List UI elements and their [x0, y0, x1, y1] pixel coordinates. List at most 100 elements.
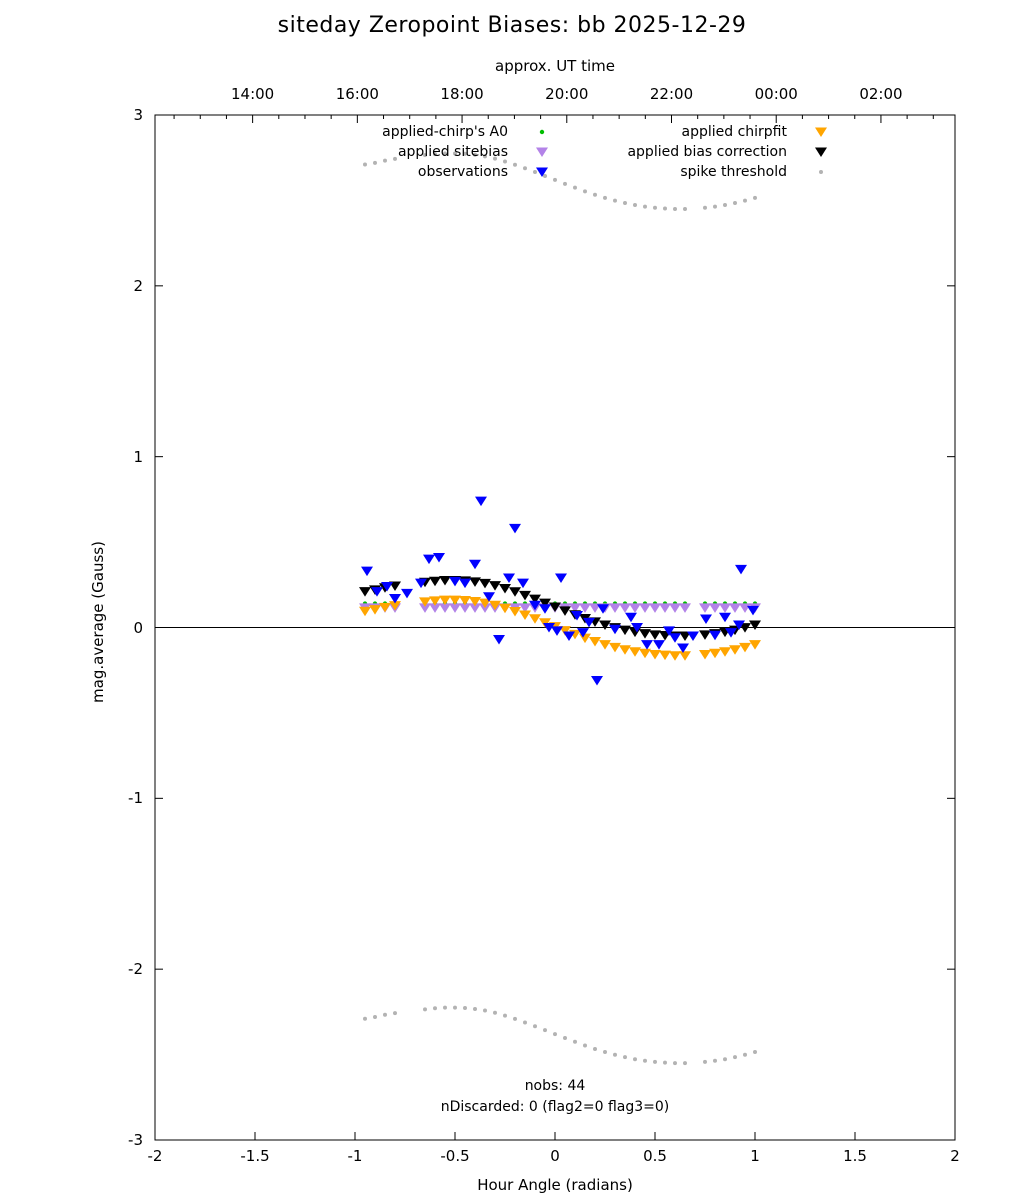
observation-point [381, 582, 393, 592]
chart-title: siteday Zeropoint Biases: bb 2025-12-29 [277, 13, 747, 38]
chirpfit-point [659, 650, 671, 661]
spike-threshold-upper-point [463, 151, 467, 156]
y-tick-label: 3 [133, 106, 143, 124]
chirpfit-point [459, 596, 471, 606]
sitebias-point [709, 603, 721, 613]
observation-point [577, 628, 589, 638]
spike-threshold-upper-point [663, 206, 667, 211]
sitebias-point [659, 603, 671, 613]
x-tick-label: 0 [550, 1147, 560, 1165]
chirpfit-point [729, 645, 741, 655]
observation-point [469, 559, 481, 570]
spike-threshold-lower-point [573, 1039, 577, 1044]
observation-point [709, 630, 721, 641]
spike-threshold-upper-point [563, 181, 567, 186]
spike-threshold-lower-point [643, 1058, 647, 1063]
bias-correction-point [489, 581, 501, 591]
chirpfit-point [619, 645, 631, 655]
x2-tick-label: 14:00 [230, 85, 275, 103]
legend-marker-applied-chirpfit [815, 127, 827, 137]
spike-threshold-lower-point [513, 1016, 517, 1021]
observation-point [555, 573, 567, 583]
spike-threshold-upper-point [613, 198, 617, 203]
observation-point [433, 552, 445, 563]
legend-marker-observations [536, 167, 548, 177]
spike-threshold-lower-point [423, 1007, 427, 1012]
spike-threshold-lower-point [613, 1052, 617, 1057]
observation-point [677, 643, 689, 653]
chirpfit-point [439, 595, 451, 606]
spike-threshold-lower-point [733, 1055, 737, 1060]
observation-point [641, 640, 653, 650]
spike-threshold-upper-point [483, 154, 487, 159]
spike-threshold-upper-point [503, 159, 507, 164]
chirpfit-point [539, 618, 551, 628]
bias-correction-point [739, 623, 751, 633]
observation-point [669, 633, 681, 643]
spike-threshold-lower-point [433, 1006, 437, 1011]
spike-threshold-upper-point [453, 151, 457, 156]
observation-point [725, 628, 737, 638]
observation-point [415, 578, 427, 589]
spike-threshold-lower-point [523, 1020, 527, 1025]
spike-threshold-lower-point [363, 1016, 367, 1021]
observation-point [517, 578, 529, 589]
chirpfit-point [469, 597, 481, 607]
sitebias-point [579, 603, 591, 613]
spike-threshold-lower-point [663, 1060, 667, 1065]
observation-point [503, 573, 515, 583]
spike-threshold-lower-point [633, 1057, 637, 1062]
legend-label: spike threshold [680, 164, 787, 180]
sitebias-point [519, 603, 531, 613]
x-tick-label: -1.5 [240, 1147, 270, 1165]
sitebias-point [679, 603, 691, 613]
observation-point [625, 612, 637, 623]
observation-point [700, 614, 712, 624]
spike-threshold-lower-point [553, 1032, 557, 1037]
nobs-annotation: nobs: 44 [524, 1078, 586, 1094]
bias-correction-point [439, 576, 451, 586]
spike-threshold-upper-point [573, 185, 577, 190]
observation-point [733, 620, 745, 630]
chirpfit-point [419, 597, 431, 607]
chirpfit-point [359, 606, 371, 617]
bias-correction-point [649, 630, 661, 640]
bias-correction-point [749, 620, 761, 630]
observation-point [475, 496, 487, 507]
spike-threshold-upper-point [733, 200, 737, 205]
x2-tick-label: 02:00 [859, 85, 903, 103]
spike-threshold-lower-point [743, 1052, 747, 1057]
chirpfit-point [519, 610, 531, 621]
chirpfit-point [509, 606, 521, 617]
observation-point [423, 554, 435, 565]
spike-threshold-lower-point [493, 1010, 497, 1015]
observation-point [571, 611, 583, 621]
spike-threshold-lower-point [723, 1057, 727, 1062]
legend-label: applied sitebias [397, 144, 508, 160]
legend-label: applied-chirp's A0 [382, 124, 508, 140]
x2-tick-label: 20:00 [545, 85, 589, 103]
observation-point [449, 576, 461, 587]
spike-threshold-upper-point [493, 156, 497, 161]
chirpfit-point [739, 642, 751, 653]
observation-point [539, 604, 551, 614]
x2-tick-label: 18:00 [440, 85, 484, 103]
sitebias-point [619, 603, 631, 613]
spike-threshold-upper-point [363, 162, 367, 167]
legend-marker-spike-threshold [819, 170, 823, 174]
sitebias-point [429, 603, 441, 613]
y-axis-title: mag.average (Gauss) [89, 541, 107, 703]
spike-threshold-upper-point [723, 203, 727, 208]
y-tick-label: 2 [133, 276, 143, 295]
legend-marker-applied-sitebias [536, 147, 548, 157]
sitebias-point [469, 603, 481, 613]
spike-threshold-lower-point [713, 1058, 717, 1063]
spike-threshold-upper-point [683, 206, 687, 211]
spike-threshold-upper-point [543, 173, 547, 178]
spike-threshold-lower-point [623, 1055, 627, 1060]
legend-marker-shape [536, 147, 548, 157]
y-tick-label: -2 [128, 960, 143, 979]
bias-correction-point [679, 631, 691, 642]
chirpfit-point [639, 648, 651, 659]
